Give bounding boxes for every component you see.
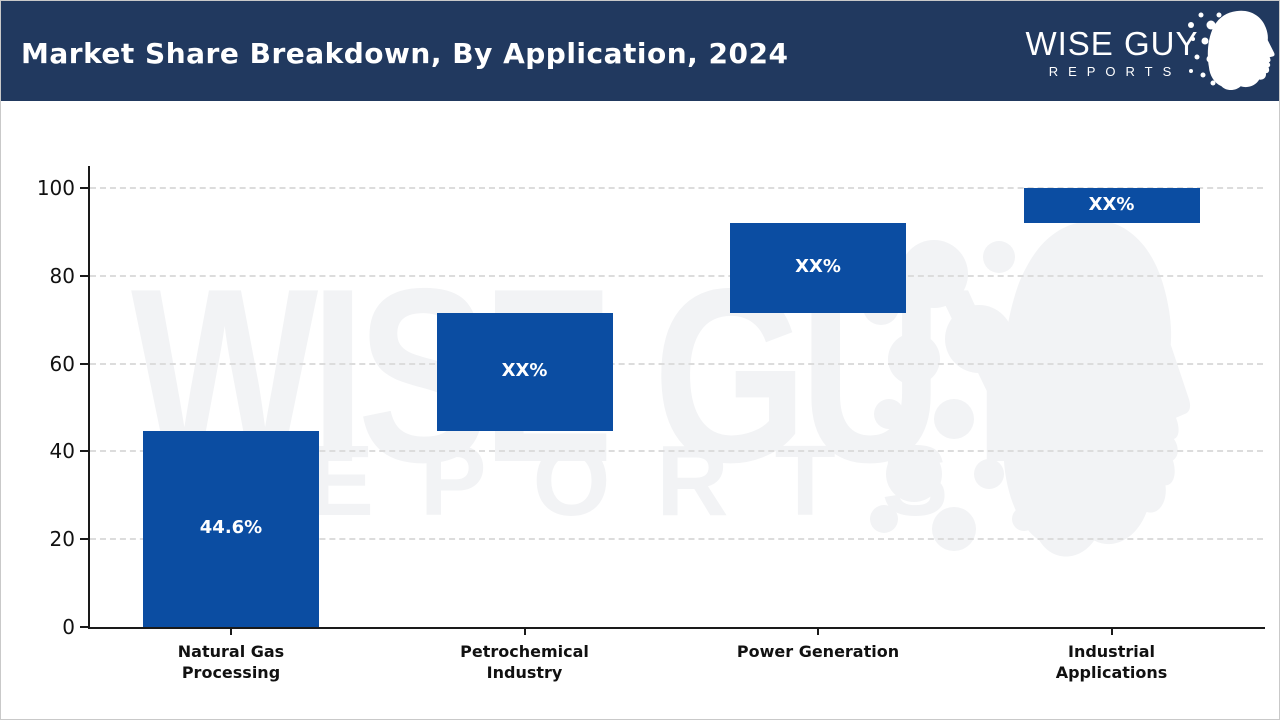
watermark-face-icon (863, 220, 1191, 557)
gridline-100 (90, 187, 1263, 189)
y-tick-20 (80, 538, 88, 541)
y-axis-label: 60 (49, 351, 75, 376)
logo-face-icon (1188, 10, 1275, 91)
gridline-20 (90, 538, 1263, 541)
bar-value-label: 44.6% (199, 517, 263, 539)
y-axis-label: 0 (62, 615, 75, 639)
x-axis-label-line: Processing (181, 663, 281, 682)
bar-value-label: XX% (1088, 193, 1135, 215)
y-tick-60 (80, 362, 88, 365)
x-axis-label-line: Industrial (1067, 642, 1155, 661)
y-tick-80 (80, 274, 88, 277)
header-banner: Market Share Breakdown, By Application, … (1, 1, 1279, 101)
logo-subtitle: REPORTS (1048, 64, 1182, 79)
x-axis-label-line: Applications (1055, 663, 1168, 682)
gridline-60 (90, 362, 1263, 365)
y-axis-label: 20 (49, 527, 75, 552)
y-axis-label: 80 (49, 263, 75, 288)
x-axis-label-line: Petrochemical (460, 642, 589, 661)
y-axis-label: 100 (36, 176, 75, 200)
bar-value-label: XX% (795, 255, 841, 277)
bar-segment (1023, 188, 1200, 224)
x-tick (230, 629, 232, 635)
bar-segment (436, 312, 613, 432)
x-tick (817, 629, 819, 635)
y-tick-40 (80, 450, 88, 453)
y-tick-100 (80, 187, 88, 189)
x-axis-label: Power Generation (708, 641, 928, 662)
x-tick (523, 629, 526, 635)
logo-text: WISE GUY REPORTS (1023, 27, 1201, 79)
x-axis-label: Petrochemical Industry (415, 641, 635, 683)
x-tick (1110, 629, 1113, 635)
chart-title: Market Share Breakdown, By Application, … (21, 37, 789, 70)
gridline-80 (90, 274, 1263, 277)
y-axis-label: 40 (49, 439, 75, 464)
x-axis-label-line: Industry (486, 663, 563, 682)
x-axis-label-line: Power Generation (736, 642, 900, 661)
bar-segment (730, 223, 906, 313)
bar-segment (143, 431, 319, 627)
gridline-40 (90, 450, 1263, 453)
y-tick-0 (80, 626, 88, 628)
wise-guy-reports-logo: WISE GUY REPORTS (1023, 1, 1275, 101)
bar-value-label: XX% (501, 359, 548, 381)
x-axis-label: Natural Gas Processing (121, 641, 341, 683)
x-axis-label: Industrial Applications (1002, 641, 1222, 683)
y-axis-line (88, 166, 90, 629)
logo-wordmark: WISE GUY (1025, 25, 1199, 62)
x-axis-line (88, 627, 1265, 629)
x-axis-label-line: Natural Gas (177, 642, 285, 661)
